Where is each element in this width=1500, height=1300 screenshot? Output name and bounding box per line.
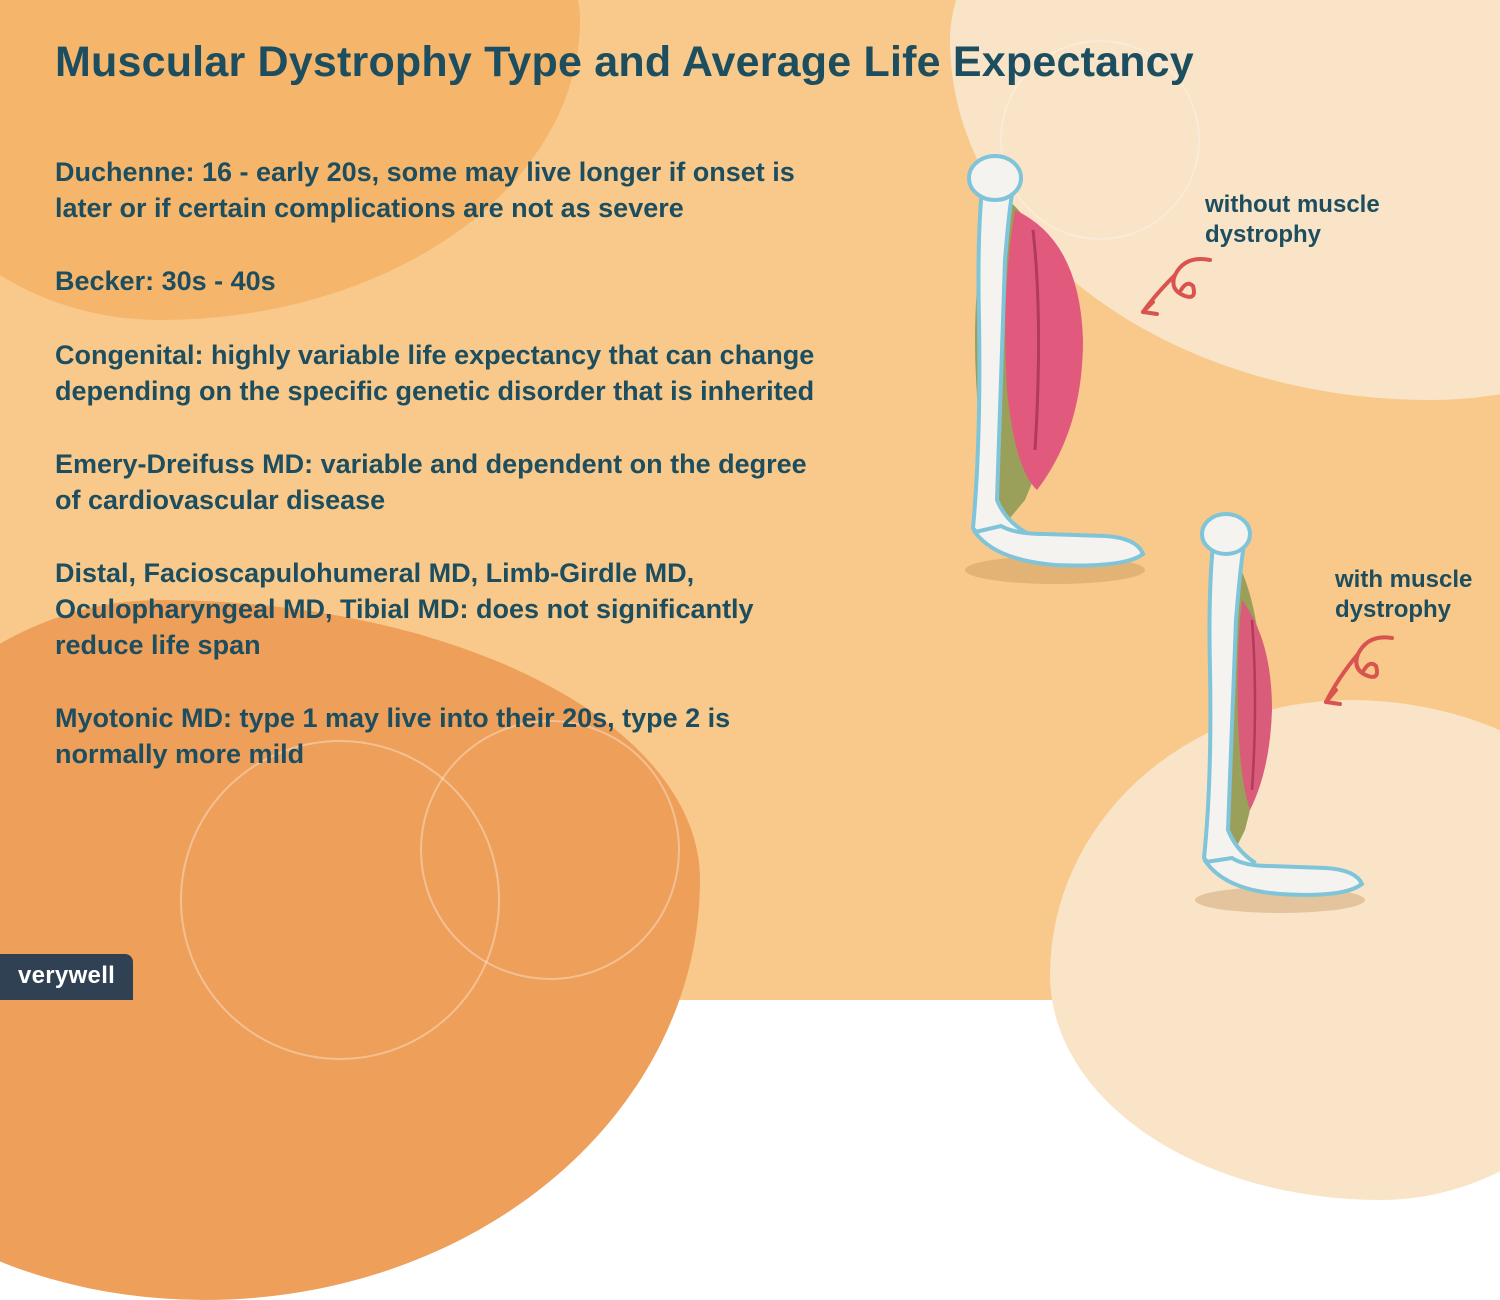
label-with: with muscle dystrophy (1335, 565, 1500, 625)
infographic-canvas: Muscular Dystrophy Type and Average Life… (0, 0, 1500, 1000)
list-item: Congenital: highly variable life expecta… (55, 338, 815, 409)
list-item: Myotonic MD: type 1 may live into their … (55, 701, 815, 772)
page-title: Muscular Dystrophy Type and Average Life… (55, 38, 1194, 87)
brand-logo: verywell (0, 954, 133, 1000)
list-item: Duchenne: 16 - early 20s, some may live … (55, 155, 815, 226)
arrow-icon (1320, 630, 1410, 720)
list-item: Distal, Facioscapulohumeral MD, Limb-Gir… (55, 556, 815, 663)
type-list: Duchenne: 16 - early 20s, some may live … (55, 155, 815, 811)
leg-healthy-icon (905, 140, 1165, 590)
list-item: Emery-Dreifuss MD: variable and dependen… (55, 447, 815, 518)
list-item: Becker: 30s - 40s (55, 264, 815, 300)
label-without: without muscle dystrophy (1205, 190, 1425, 250)
arrow-icon (1135, 250, 1225, 330)
